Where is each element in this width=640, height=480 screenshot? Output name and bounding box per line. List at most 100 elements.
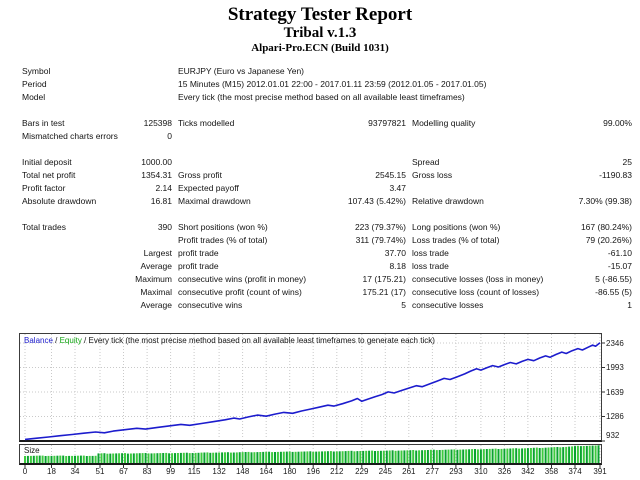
- report-cell: profit trade: [178, 261, 219, 271]
- report-cell: 167 (80.24%): [580, 222, 632, 232]
- y-axis-label: 1993: [606, 363, 624, 373]
- report-cell: 125398: [143, 118, 172, 128]
- x-axis-label: 342: [521, 467, 535, 476]
- x-axis-label: 132: [212, 467, 226, 476]
- report-cell: Maximal: [140, 287, 172, 297]
- x-axis-label: 180: [283, 467, 297, 476]
- report-cell: loss trade: [412, 261, 449, 271]
- report-cell: Ticks modelled: [178, 118, 235, 128]
- size-panel-label: Size: [24, 446, 40, 455]
- report-cell: Short positions (won %): [178, 222, 268, 232]
- x-axis-label: 0: [22, 467, 28, 476]
- report-cell: 8.18: [389, 261, 406, 271]
- x-axis-label: 326: [497, 467, 512, 476]
- report-row: Profit factor 2.14 Expected payoff 3.47: [0, 183, 640, 195]
- report-cell: 7.30% (99.38): [578, 196, 632, 206]
- report-cell: 15 Minutes (M15) 2012.01.01 22:00 - 2017…: [178, 79, 487, 89]
- x-axis-label: 18: [47, 467, 56, 476]
- report-cell: 17 (175.21): [362, 274, 406, 284]
- report-cell: Total trades: [22, 222, 66, 232]
- report-cell: consecutive losses: [412, 300, 484, 310]
- x-axis-label: 196: [306, 467, 320, 476]
- report-cell: consecutive profit (count of wins): [178, 287, 302, 297]
- x-axis-label: 293: [449, 467, 463, 476]
- report-row: Model Every tick (the most precise method…: [0, 92, 640, 104]
- report-row: Initial deposit 1000.00 Spread 25: [0, 157, 640, 169]
- report-cell: Symbol: [22, 66, 51, 76]
- report-row: Average profit trade 8.18 loss trade -15.07: [0, 261, 640, 273]
- report-cell: 99.00%: [603, 118, 632, 128]
- report-cell: Model: [22, 92, 46, 102]
- report-row: Profit trades (% of total) 311 (79.74%) Lo…: [0, 235, 640, 247]
- x-axis-label: 391: [593, 467, 607, 476]
- balance-chart-panel: [19, 333, 602, 442]
- x-axis-label: 164: [259, 467, 273, 476]
- report-cell: Every tick (the most precise method base…: [178, 92, 465, 102]
- chart-legend: Balance / Equity / Every tick (the most …: [24, 336, 435, 345]
- x-axis-label: 99: [166, 467, 176, 476]
- model-note: Every tick (the most precise method base…: [88, 336, 435, 345]
- balance-line: [24, 342, 601, 441]
- report-cell: EURJPY (Euro vs Japanese Yen): [178, 66, 304, 76]
- x-axis-label: 115: [187, 467, 201, 476]
- report-cell: Maximal drawdown: [178, 196, 251, 206]
- x-axis-label: 229: [355, 467, 369, 476]
- report-row: Absolute drawdown 16.81 Maximal drawdown 10…: [0, 196, 640, 208]
- report-cell: profit trade: [178, 248, 219, 258]
- report-cell: Total net profit: [22, 170, 76, 180]
- report-cell: consecutive wins: [178, 300, 243, 310]
- report-cell: 1: [627, 300, 632, 310]
- y-axis-label: 1639: [606, 388, 624, 397]
- report-row: Period 15 Minutes (M15) 2012.01.01 22:00 …: [0, 79, 640, 91]
- report-cell: Gross profit: [178, 170, 222, 180]
- report-cell: Spread: [412, 157, 440, 167]
- report-cell: 1000.00: [141, 157, 172, 167]
- report-cell: 311 (79.74%): [355, 235, 406, 245]
- expert-advisor-name: Tribal v.1.3: [283, 25, 357, 41]
- legend-separator: /: [81, 336, 89, 345]
- page-title: Strategy Tester Report: [227, 4, 413, 25]
- report-cell: Largest: [143, 248, 172, 258]
- report-cell: Average: [140, 300, 172, 310]
- report-cell: 5 (-86.55): [595, 274, 632, 284]
- y-axis-label: 932: [606, 431, 620, 440]
- report-cell: 2545.15: [375, 170, 406, 180]
- report-cell: -1190.83: [599, 170, 632, 180]
- y-axis-label: 2346: [606, 339, 624, 348]
- report-cell: 0: [167, 131, 172, 141]
- server-build: Alpari-Pro.ECN (Build 1031): [251, 42, 389, 54]
- x-axis-label: 261: [402, 467, 416, 476]
- size-bars: [24, 445, 600, 464]
- report-cell: 37.70: [384, 248, 406, 258]
- x-axis-label: 245: [378, 467, 392, 476]
- report-cell: Relative drawdown: [412, 196, 484, 206]
- report-cell: 93797821: [368, 118, 406, 128]
- report-row: Mismatched charts errors 0: [0, 131, 640, 143]
- x-axis-label: 83: [142, 467, 152, 476]
- x-axis-label: 358: [544, 467, 559, 476]
- y-axis-label: 1286: [606, 412, 624, 422]
- x-axis-label: 277: [425, 467, 440, 476]
- report-cell: Mismatched charts errors: [22, 131, 118, 141]
- x-axis-label: 34: [70, 467, 80, 476]
- report-cell: -86.55 (5): [595, 287, 632, 297]
- legend-separator: /: [52, 336, 60, 345]
- report-cell: 3.47: [389, 183, 406, 193]
- report-cell: 16.81: [150, 196, 172, 206]
- balance-legend-label: Balance: [24, 336, 53, 345]
- report-cell: Modelling quality: [412, 118, 476, 128]
- x-axis-label: 67: [119, 467, 128, 476]
- report-cell: consecutive loss (count of losses): [412, 287, 540, 297]
- report-cell: 107.43 (5.42%): [347, 196, 406, 206]
- report-cell: 1354.31: [141, 170, 172, 180]
- report-cell: 25: [622, 157, 632, 167]
- report-cell: Absolute drawdown: [22, 196, 97, 206]
- report-cell: 2.14: [155, 183, 172, 193]
- report-cell: 223 (79.37%): [354, 222, 406, 232]
- report-row: Average consecutive wins 5 consecutive loss…: [0, 300, 640, 312]
- report-cell: Average: [140, 261, 172, 271]
- x-axis-label: 51: [95, 467, 105, 476]
- report-cell: 79 (20.26%): [585, 235, 632, 245]
- report-cell: 5: [401, 300, 406, 310]
- x-axis-label: 374: [568, 467, 582, 476]
